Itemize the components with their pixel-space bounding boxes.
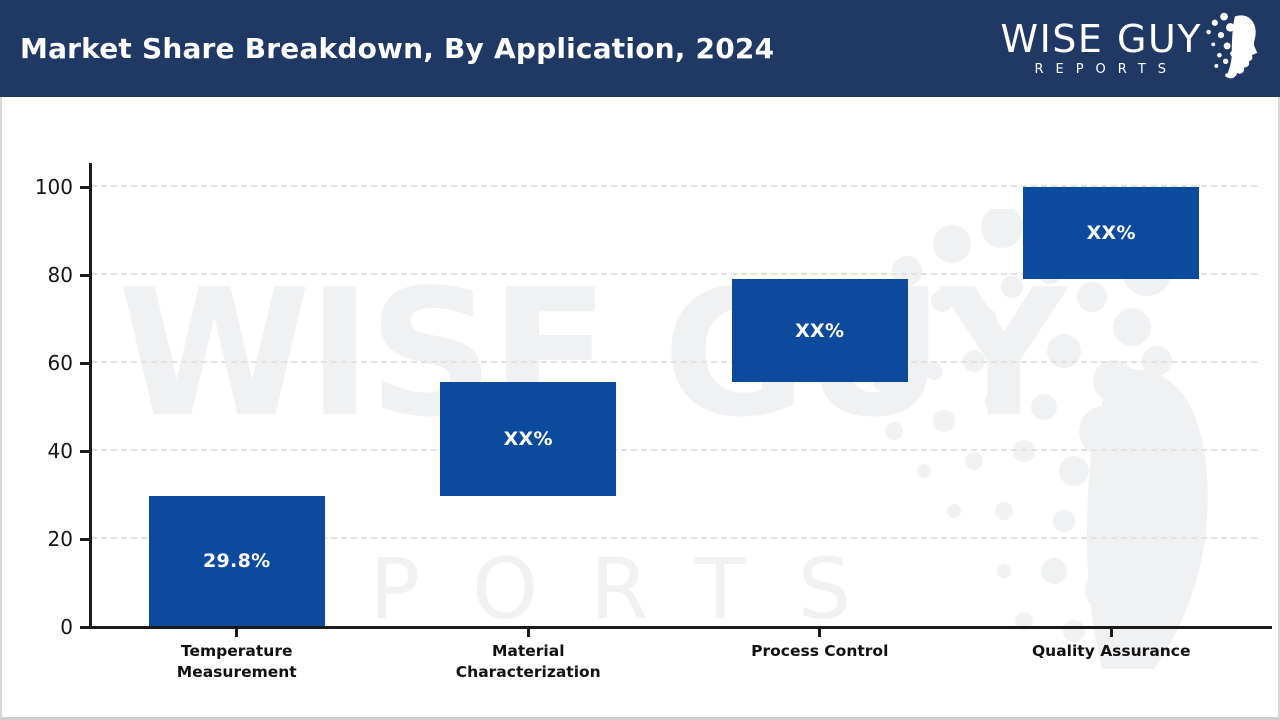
y-axis-tick-label-100: 100 bbox=[34, 175, 73, 200]
x-axis-tick-3 bbox=[1109, 629, 1113, 637]
x-axis-tick-2 bbox=[818, 629, 822, 637]
x-axis-tick-1 bbox=[526, 629, 530, 637]
y-axis-tick-40 bbox=[80, 449, 89, 453]
y-axis-tick-label-20: 20 bbox=[47, 527, 73, 552]
y-axis-tick-label-0: 0 bbox=[60, 615, 73, 639]
logo-subtitle-text: REPORTS bbox=[1034, 62, 1179, 77]
y-axis-line bbox=[89, 163, 92, 629]
x-axis-line bbox=[89, 626, 1272, 629]
gridline-80 bbox=[91, 273, 1257, 276]
bar-1: XX% bbox=[440, 382, 617, 496]
wise-guy-reports-logo: WISE GUY REPORTS bbox=[1001, 10, 1258, 88]
y-axis-tick-label-80: 80 bbox=[47, 263, 73, 288]
bar-value-label-3: XX% bbox=[1086, 222, 1136, 245]
bar-value-label-2: XX% bbox=[795, 319, 845, 342]
bar-0: 29.8% bbox=[148, 495, 325, 627]
y-axis-tick-20 bbox=[80, 537, 89, 541]
bar-value-label-0: 29.8% bbox=[203, 550, 271, 573]
gridline-100 bbox=[91, 185, 1257, 188]
logo-wordmark: WISE GUY REPORTS bbox=[1001, 20, 1202, 77]
bar-2: XX% bbox=[731, 279, 908, 383]
plot-area: 0 20 40 60 80 100 29.8% Temperature Measurement… bbox=[35, 163, 1272, 681]
y-axis-tick-label-40: 40 bbox=[47, 439, 73, 464]
category-label-1: Material Characterization bbox=[455, 642, 601, 682]
y-axis-tick-60 bbox=[80, 361, 89, 365]
logo-face-icon bbox=[1206, 12, 1258, 78]
bar-value-label-1: XX% bbox=[503, 427, 553, 450]
gridline-40 bbox=[91, 449, 1257, 452]
category-label-3: Quality Assurance bbox=[1031, 642, 1191, 660]
chart-area: WISE GUY REPORTS 0 20 40 60 80 100 29.8% Temper… bbox=[0, 97, 1280, 720]
y-axis-tick-80 bbox=[80, 273, 89, 277]
category-label-0: Temperature Measurement bbox=[176, 642, 297, 682]
category-label-2: Process Control bbox=[751, 642, 889, 660]
logo-brand-text: WISE GUY bbox=[1000, 17, 1202, 61]
y-axis-tick-0 bbox=[80, 625, 89, 629]
x-axis-tick-0 bbox=[235, 629, 239, 637]
gridline-60 bbox=[91, 361, 1257, 364]
header: Market Share Breakdown, By Application, … bbox=[0, 0, 1280, 97]
y-axis-tick-label-60: 60 bbox=[47, 351, 73, 376]
y-axis-tick-100 bbox=[80, 185, 89, 189]
chart-title: Market Share Breakdown, By Application, … bbox=[20, 32, 775, 65]
gridline-20 bbox=[91, 537, 1257, 540]
bar-3: XX% bbox=[1023, 187, 1200, 280]
